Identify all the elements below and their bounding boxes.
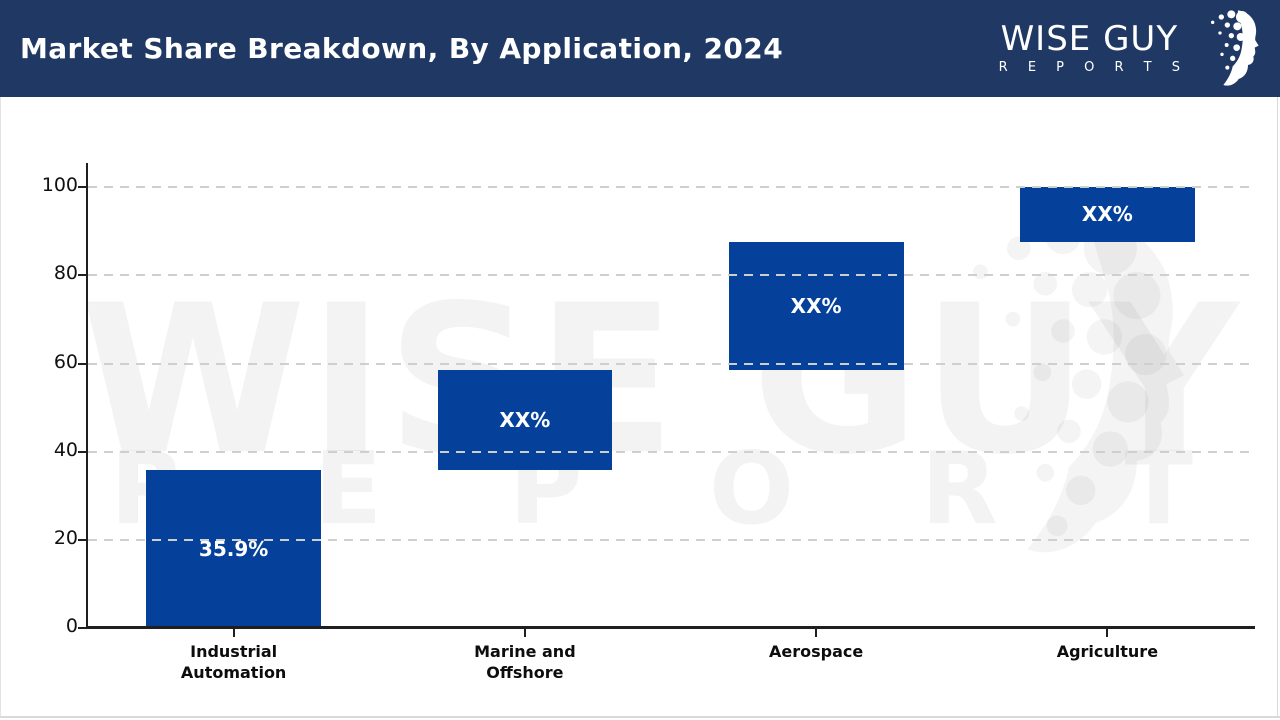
x-category-label-line: Industrial [190, 642, 278, 661]
x-category-label-line: Automation [180, 662, 287, 682]
x-tick-mark [1106, 628, 1109, 637]
bar-value-label: 35.9% [198, 536, 269, 561]
x-category-label-line: Agriculture [1056, 642, 1159, 661]
y-tick-label: 40 [53, 438, 78, 461]
x-category-label-line: Marine and [474, 642, 576, 661]
x-tick-mark [523, 628, 526, 637]
y-tick-label: 20 [53, 526, 78, 549]
chart-title: Market Share Breakdown, By Application, … [20, 32, 784, 65]
gridline-100 [88, 186, 1253, 189]
gridline-40 [88, 450, 1253, 453]
brand-wordmark: WISE GUY R E P O R T S [991, 19, 1188, 75]
x-tick-mark [815, 628, 818, 637]
card-border-left [0, 97, 1, 717]
gridline-80 [88, 274, 1253, 277]
y-tick-label: 100 [41, 174, 78, 197]
x-category-label-line: Aerospace [769, 642, 864, 661]
y-tick-label: 80 [53, 262, 78, 285]
brand-logo: WISE GUY R E P O R T S [991, 6, 1260, 92]
x-category-label-aerospace: Aerospace [671, 642, 962, 663]
x-axis-line [86, 626, 1255, 629]
header-bar: Market Share Breakdown, By Application, … [0, 0, 1280, 97]
x-category-label-marine-and-offshore: Marine and Offshore [379, 642, 670, 684]
x-category-label-line: Offshore [486, 662, 564, 682]
bar-value-label: XX% [790, 293, 842, 318]
y-tick-mark [78, 538, 87, 541]
bar-aerospace: XX% [728, 241, 904, 371]
brand-name-text: WISE GUY [1000, 19, 1179, 60]
x-tick-mark [232, 628, 235, 637]
y-tick-mark [78, 450, 87, 453]
y-tick-mark [78, 362, 87, 365]
y-tick-mark [78, 274, 87, 277]
y-tick-mark [78, 186, 87, 189]
wiseguy-face-logo-icon [1190, 6, 1260, 92]
gridline-60 [88, 362, 1253, 365]
bar-marine-and-offshore: XX% [437, 370, 613, 470]
bar-value-label: XX% [499, 407, 551, 432]
y-tick-label: 0 [65, 615, 78, 637]
y-tick-mark [78, 627, 87, 629]
x-category-label-agriculture: Agriculture [962, 642, 1253, 663]
x-category-label-industrial-automation: Industrial Automation [88, 642, 379, 684]
gridline-20 [88, 538, 1253, 541]
card-border-right [1277, 97, 1278, 717]
bar-value-label: XX% [1081, 202, 1133, 227]
bar-industrial-automation: 35.9% [146, 469, 321, 628]
bar-agriculture: XX% [1020, 187, 1195, 242]
waterfall-chart: 0 20 40 60 80 100 35.9% Industrial Automation XX%… [0, 97, 1280, 717]
y-tick-label: 60 [53, 350, 78, 373]
brand-subtitle-text: R E P O R T S [998, 59, 1188, 75]
y-axis-line [86, 163, 88, 629]
card-border-bottom [0, 716, 1280, 718]
